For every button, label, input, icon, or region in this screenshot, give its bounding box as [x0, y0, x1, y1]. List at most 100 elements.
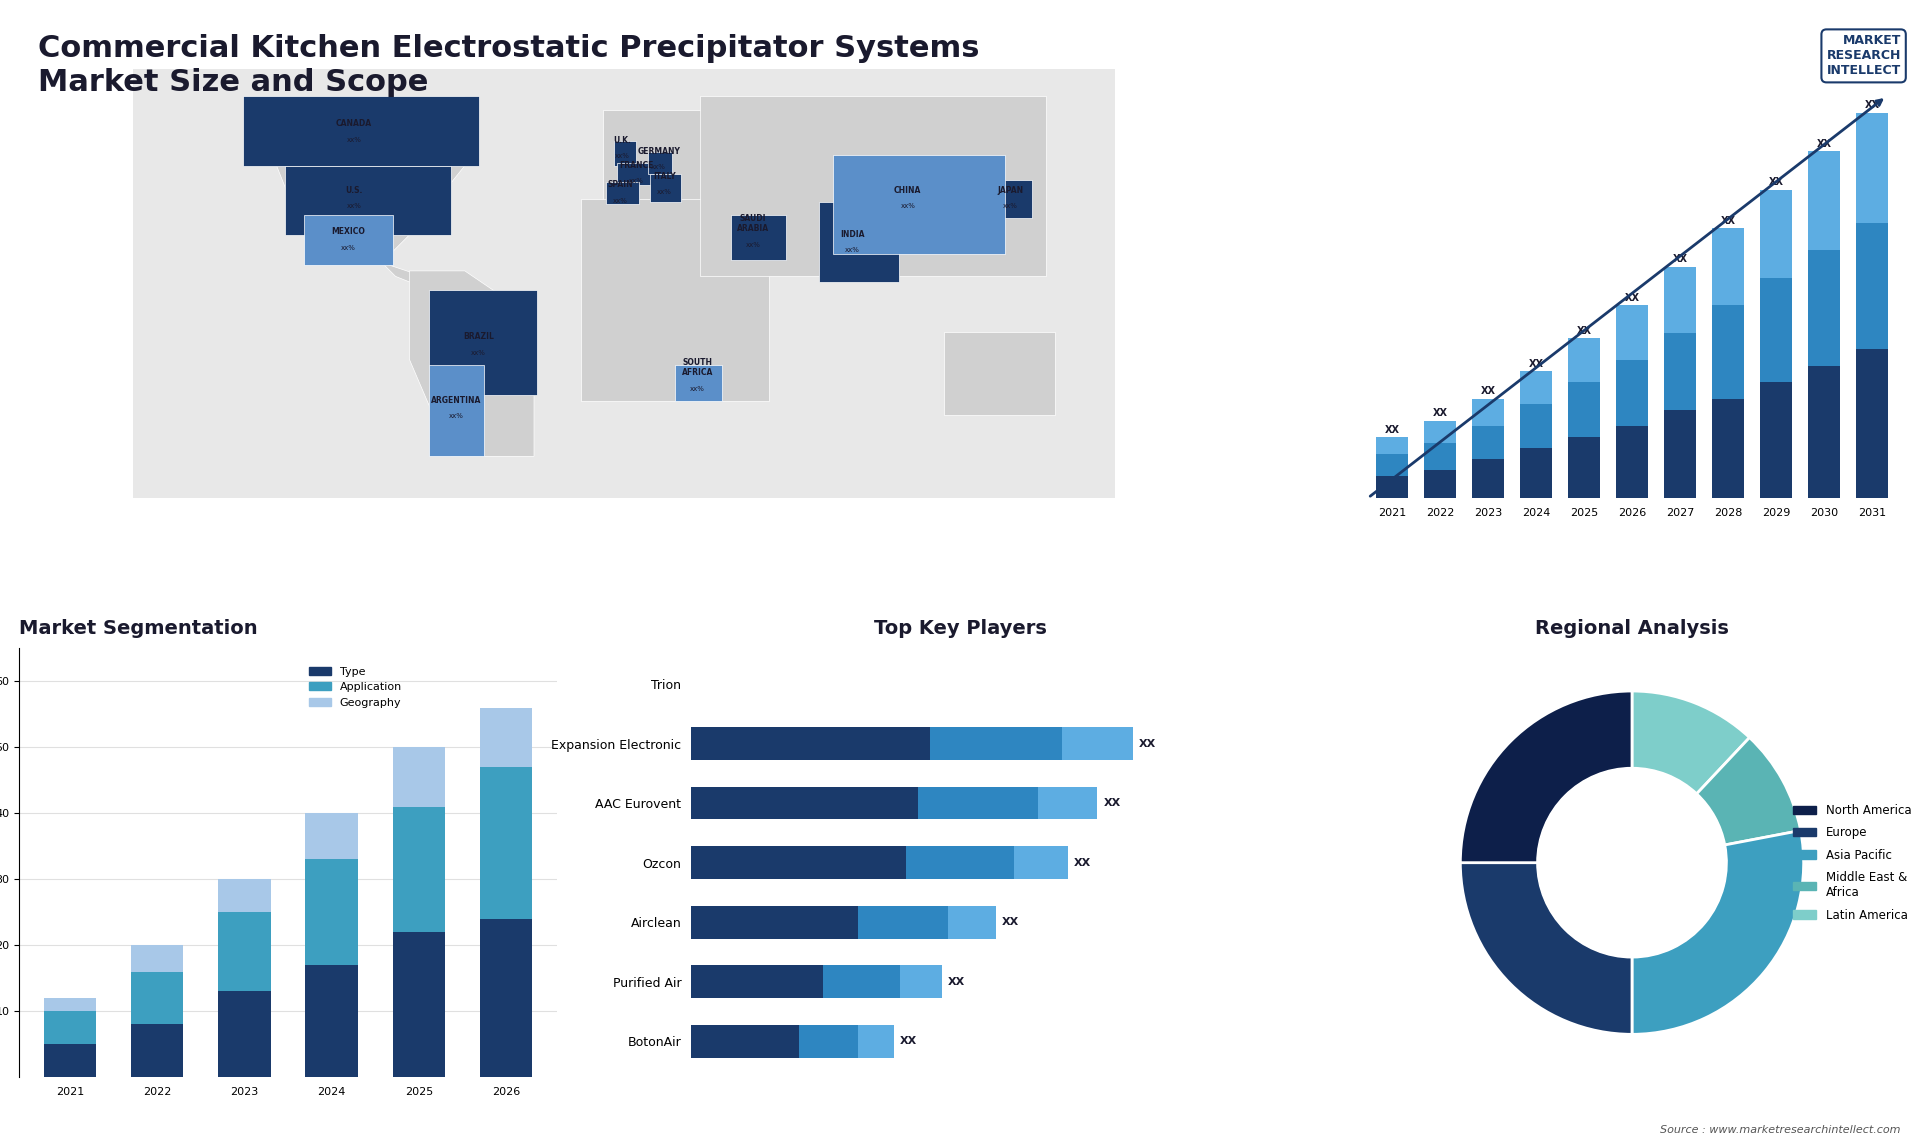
Bar — [1761, 277, 1791, 383]
Bar — [131, 1025, 182, 1077]
Bar — [44, 998, 96, 1011]
Text: xx%: xx% — [614, 154, 630, 159]
Polygon shape — [701, 96, 1046, 276]
Text: xx%: xx% — [689, 386, 705, 392]
Bar — [1037, 786, 1098, 819]
Text: xx%: xx% — [449, 414, 465, 419]
Text: XX: XX — [1624, 292, 1640, 303]
Text: XX: XX — [1720, 215, 1736, 226]
Text: xx%: xx% — [657, 189, 672, 195]
Polygon shape — [428, 366, 484, 456]
Bar — [1665, 410, 1695, 497]
Wedge shape — [1632, 691, 1749, 794]
Bar — [394, 807, 445, 932]
Bar — [1569, 438, 1599, 497]
Wedge shape — [1461, 863, 1632, 1035]
Polygon shape — [616, 163, 653, 185]
Polygon shape — [833, 155, 1004, 254]
Text: U.K.: U.K. — [614, 136, 632, 144]
Bar — [305, 965, 357, 1077]
Text: CANADA: CANADA — [336, 119, 372, 128]
Bar — [918, 786, 1037, 819]
Wedge shape — [1632, 831, 1803, 1035]
Text: XX: XX — [1672, 254, 1688, 264]
Polygon shape — [820, 202, 899, 282]
Bar — [1569, 338, 1599, 383]
Bar — [691, 905, 858, 939]
Text: XX: XX — [1002, 917, 1020, 927]
Text: xx%: xx% — [845, 248, 860, 253]
Text: XX: XX — [1768, 176, 1784, 187]
Text: XX: XX — [1073, 857, 1091, 868]
Bar — [906, 846, 1014, 879]
Bar — [1377, 438, 1407, 454]
Text: BRAZIL: BRAZIL — [463, 332, 493, 342]
Title: Regional Analysis: Regional Analysis — [1536, 619, 1728, 638]
Text: xx%: xx% — [612, 197, 628, 204]
Text: xx%: xx% — [651, 164, 666, 171]
Text: FRANCE: FRANCE — [620, 160, 653, 170]
Text: XX: XX — [948, 976, 966, 987]
Bar — [394, 747, 445, 807]
Text: XX: XX — [900, 1036, 918, 1046]
Bar — [858, 1025, 895, 1058]
Bar — [305, 860, 357, 965]
Bar — [1425, 421, 1455, 442]
Bar — [44, 1011, 96, 1044]
Text: JAPAN: JAPAN — [996, 186, 1023, 195]
Bar — [480, 919, 532, 1077]
Bar — [858, 905, 948, 939]
Text: xx%: xx% — [900, 203, 916, 209]
Bar — [1713, 399, 1743, 497]
Text: xx%: xx% — [348, 136, 361, 142]
Text: INDIA: INDIA — [841, 230, 864, 240]
Bar — [1857, 222, 1887, 350]
Bar — [1761, 190, 1791, 277]
Polygon shape — [945, 332, 1054, 415]
Bar — [1062, 728, 1133, 760]
Bar — [1809, 250, 1839, 366]
Bar — [1377, 476, 1407, 497]
Text: U.S.: U.S. — [346, 186, 363, 195]
Text: CHINA: CHINA — [895, 186, 922, 195]
Bar — [219, 991, 271, 1077]
Bar — [480, 707, 532, 767]
Bar — [394, 932, 445, 1077]
Bar — [948, 905, 996, 939]
Text: XX: XX — [1576, 325, 1592, 336]
Bar — [1521, 371, 1551, 405]
Legend: North America, Europe, Asia Pacific, Middle East &
Africa, Latin America: North America, Europe, Asia Pacific, Mid… — [1788, 799, 1916, 926]
Bar — [1617, 426, 1647, 497]
Text: Source : www.marketresearchintellect.com: Source : www.marketresearchintellect.com — [1661, 1124, 1901, 1135]
Text: xx%: xx% — [470, 350, 486, 355]
Text: xx%: xx% — [630, 178, 643, 185]
Polygon shape — [409, 270, 534, 456]
Polygon shape — [647, 151, 672, 174]
Bar — [691, 786, 918, 819]
Bar — [1014, 846, 1068, 879]
Bar — [1425, 442, 1455, 470]
Polygon shape — [651, 174, 682, 202]
Text: XX: XX — [1139, 738, 1156, 748]
Bar — [1809, 151, 1839, 250]
Bar — [1857, 350, 1887, 497]
Text: xx%: xx% — [342, 244, 355, 251]
Legend: Type, Application, Geography: Type, Application, Geography — [303, 662, 407, 712]
Text: Market Segmentation: Market Segmentation — [19, 619, 257, 638]
Bar — [1377, 454, 1407, 476]
Bar — [929, 728, 1062, 760]
Polygon shape — [603, 110, 741, 207]
Text: XX: XX — [1432, 408, 1448, 418]
Bar — [822, 965, 900, 998]
Text: xx%: xx% — [348, 203, 361, 209]
Bar — [1713, 228, 1743, 305]
Title: Top Key Players: Top Key Players — [874, 619, 1046, 638]
Text: xx%: xx% — [1002, 203, 1018, 209]
Polygon shape — [428, 290, 538, 395]
Bar — [1617, 305, 1647, 360]
Polygon shape — [303, 215, 394, 266]
Polygon shape — [991, 180, 1033, 218]
Wedge shape — [1697, 738, 1801, 845]
Bar — [131, 972, 182, 1025]
Bar — [480, 767, 532, 919]
